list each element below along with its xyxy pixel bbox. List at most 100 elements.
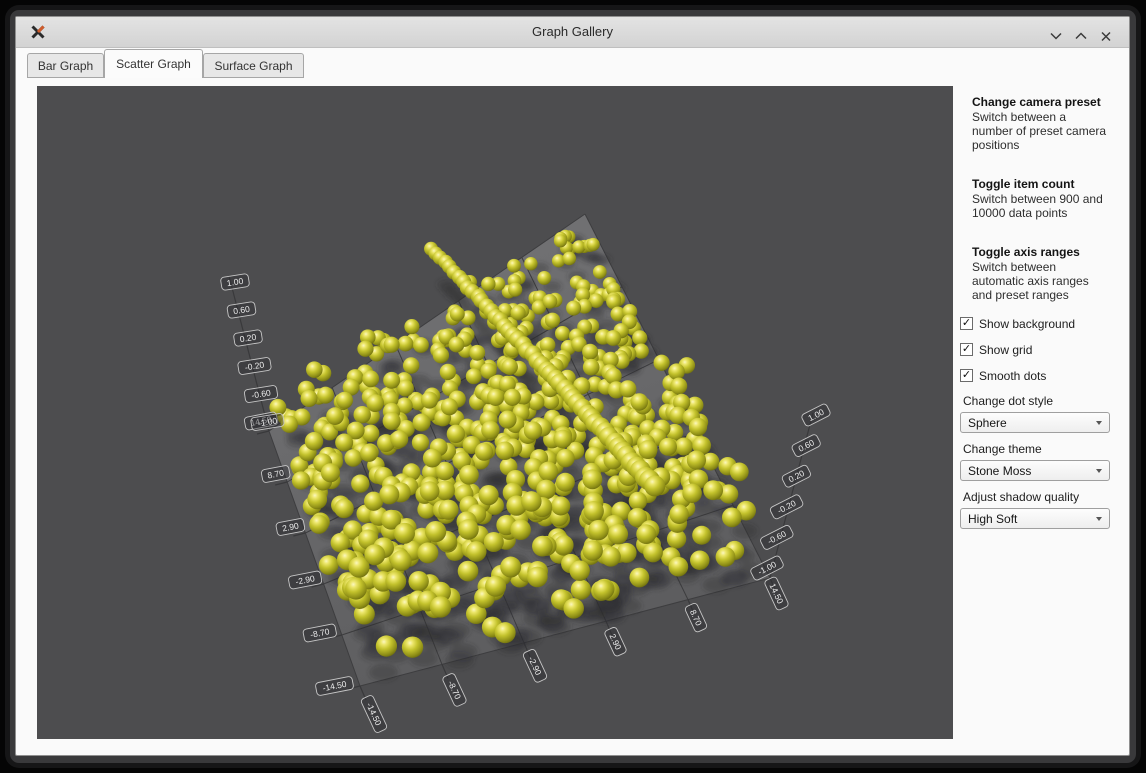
scatter-point	[508, 282, 523, 297]
scatter-point	[526, 566, 548, 588]
scatter-point	[554, 325, 570, 341]
scatter-point	[335, 433, 354, 452]
scatter-point	[321, 423, 339, 441]
scatter-point	[527, 393, 545, 411]
point-shadow	[597, 319, 618, 332]
show-grid-checkbox[interactable]: ✓	[960, 343, 973, 356]
axis-label: -2.90	[522, 649, 548, 683]
axis-label: 1.00	[220, 273, 250, 291]
app-window: Graph Gallery Bar Graph Scatter Graph Su…	[15, 16, 1130, 756]
scatter-point	[510, 305, 526, 321]
scatter-point	[674, 437, 693, 456]
axis-label: -0.60	[243, 385, 279, 403]
scatter-point	[343, 520, 363, 540]
tab-surface-graph[interactable]: Surface Graph	[203, 53, 304, 78]
scatter-point	[293, 408, 311, 426]
scatter-point	[563, 598, 584, 619]
scatter-point	[393, 522, 415, 544]
titlebar[interactable]: Graph Gallery	[16, 17, 1129, 48]
axis-label: -8.70	[302, 623, 337, 643]
scatter-point	[521, 491, 542, 512]
theme-dropdown[interactable]: Stone Moss	[960, 460, 1110, 481]
scatter-3d-view[interactable]: -14.50 -8.70 -2.90 2.90 8.70 14.50 14.50 8.70 2.…	[37, 86, 953, 739]
scatter-point	[653, 354, 670, 371]
shadow-quality-dropdown[interactable]: High Soft	[960, 508, 1110, 529]
scatter-point	[326, 407, 344, 425]
axis-label: -0.60	[760, 524, 794, 550]
scatter-point	[607, 524, 629, 545]
scatter-point	[582, 540, 603, 561]
scatter-point	[616, 542, 637, 563]
axis-label: 8.70	[260, 465, 291, 483]
svg-text:8.70: 8.70	[267, 467, 285, 480]
scatter-point	[390, 430, 409, 449]
scatter-point	[666, 529, 687, 549]
scatter-point	[501, 358, 518, 376]
scatter-point	[353, 405, 371, 424]
scatter-point	[498, 410, 517, 429]
scatter-point	[668, 556, 689, 577]
axis-label: 2.90	[604, 627, 627, 657]
scatter-point	[610, 306, 626, 322]
section-body-camera: Switch between a number of preset camera…	[972, 110, 1107, 152]
scatter-point	[336, 391, 354, 409]
app-icon	[31, 25, 45, 39]
point-shadow	[732, 523, 758, 539]
scatter-point	[466, 603, 487, 625]
tab-label: Bar Graph	[37, 58, 94, 73]
dot-style-dropdown[interactable]: Sphere	[960, 412, 1110, 433]
scatter-point	[729, 462, 749, 482]
scatter-point	[307, 489, 328, 510]
svg-text:-0.60: -0.60	[251, 388, 272, 401]
section-title-axis-ranges: Toggle axis ranges	[972, 245, 1080, 259]
minimize-button[interactable]	[1048, 28, 1064, 44]
axis-label: 2.90	[275, 518, 306, 536]
scatter-point	[628, 491, 648, 511]
svg-text:-14.50: -14.50	[322, 679, 348, 693]
axis-label: 14.50	[243, 411, 279, 431]
scatter-point	[658, 437, 677, 456]
scatter-point	[465, 541, 487, 562]
scatter-point	[721, 507, 742, 528]
scatter-point	[494, 622, 516, 644]
tab-label: Surface Graph	[214, 58, 293, 73]
tab-scatter-graph[interactable]: Scatter Graph	[104, 49, 203, 78]
scatter-point	[269, 398, 287, 416]
scatter-point	[360, 444, 378, 462]
sidebar: Change camera preset Switch between a nu…	[960, 86, 1132, 686]
scatter-point	[361, 424, 380, 443]
axis-label: 8.70	[684, 602, 708, 633]
scatter-point	[491, 276, 506, 291]
dot-style-label: Change dot style	[963, 394, 1054, 408]
scatter-point	[397, 379, 414, 397]
close-button[interactable]	[1098, 28, 1114, 44]
axis-label: -1.00	[750, 555, 784, 581]
scatter-point	[439, 363, 457, 381]
section-body-item-count: Switch between 900 and 10000 data points	[972, 192, 1103, 220]
maximize-button[interactable]	[1073, 28, 1089, 44]
scatter-point	[715, 546, 736, 567]
smooth-dots-checkbox[interactable]: ✓	[960, 369, 973, 382]
svg-text:-1.00: -1.00	[257, 416, 278, 429]
tab-bar-graph[interactable]: Bar Graph	[27, 53, 104, 78]
svg-text:0.20: 0.20	[239, 332, 257, 345]
scatter-point	[478, 485, 499, 506]
section-body-axis-ranges: Switch between automatic axis ranges and…	[972, 260, 1089, 302]
checkbox-row-show-background: ✓ Show background	[960, 316, 1075, 331]
dropdown-arrow-icon	[1096, 469, 1102, 473]
scatter-point	[686, 450, 707, 470]
show-background-checkbox[interactable]: ✓	[960, 317, 973, 330]
point-shadow	[542, 618, 571, 635]
scatter-point	[692, 525, 712, 545]
scatter-point	[690, 550, 710, 571]
scatter-point	[632, 330, 648, 346]
scatter-point	[532, 535, 553, 557]
scatter-point	[669, 504, 689, 524]
scatter-point	[507, 258, 521, 273]
scatter-point	[481, 420, 500, 440]
scatter-point	[582, 343, 599, 360]
scatter-point	[524, 256, 538, 271]
scatter-point	[420, 391, 438, 409]
point-shadow	[420, 634, 450, 652]
scatter-point	[417, 542, 439, 564]
